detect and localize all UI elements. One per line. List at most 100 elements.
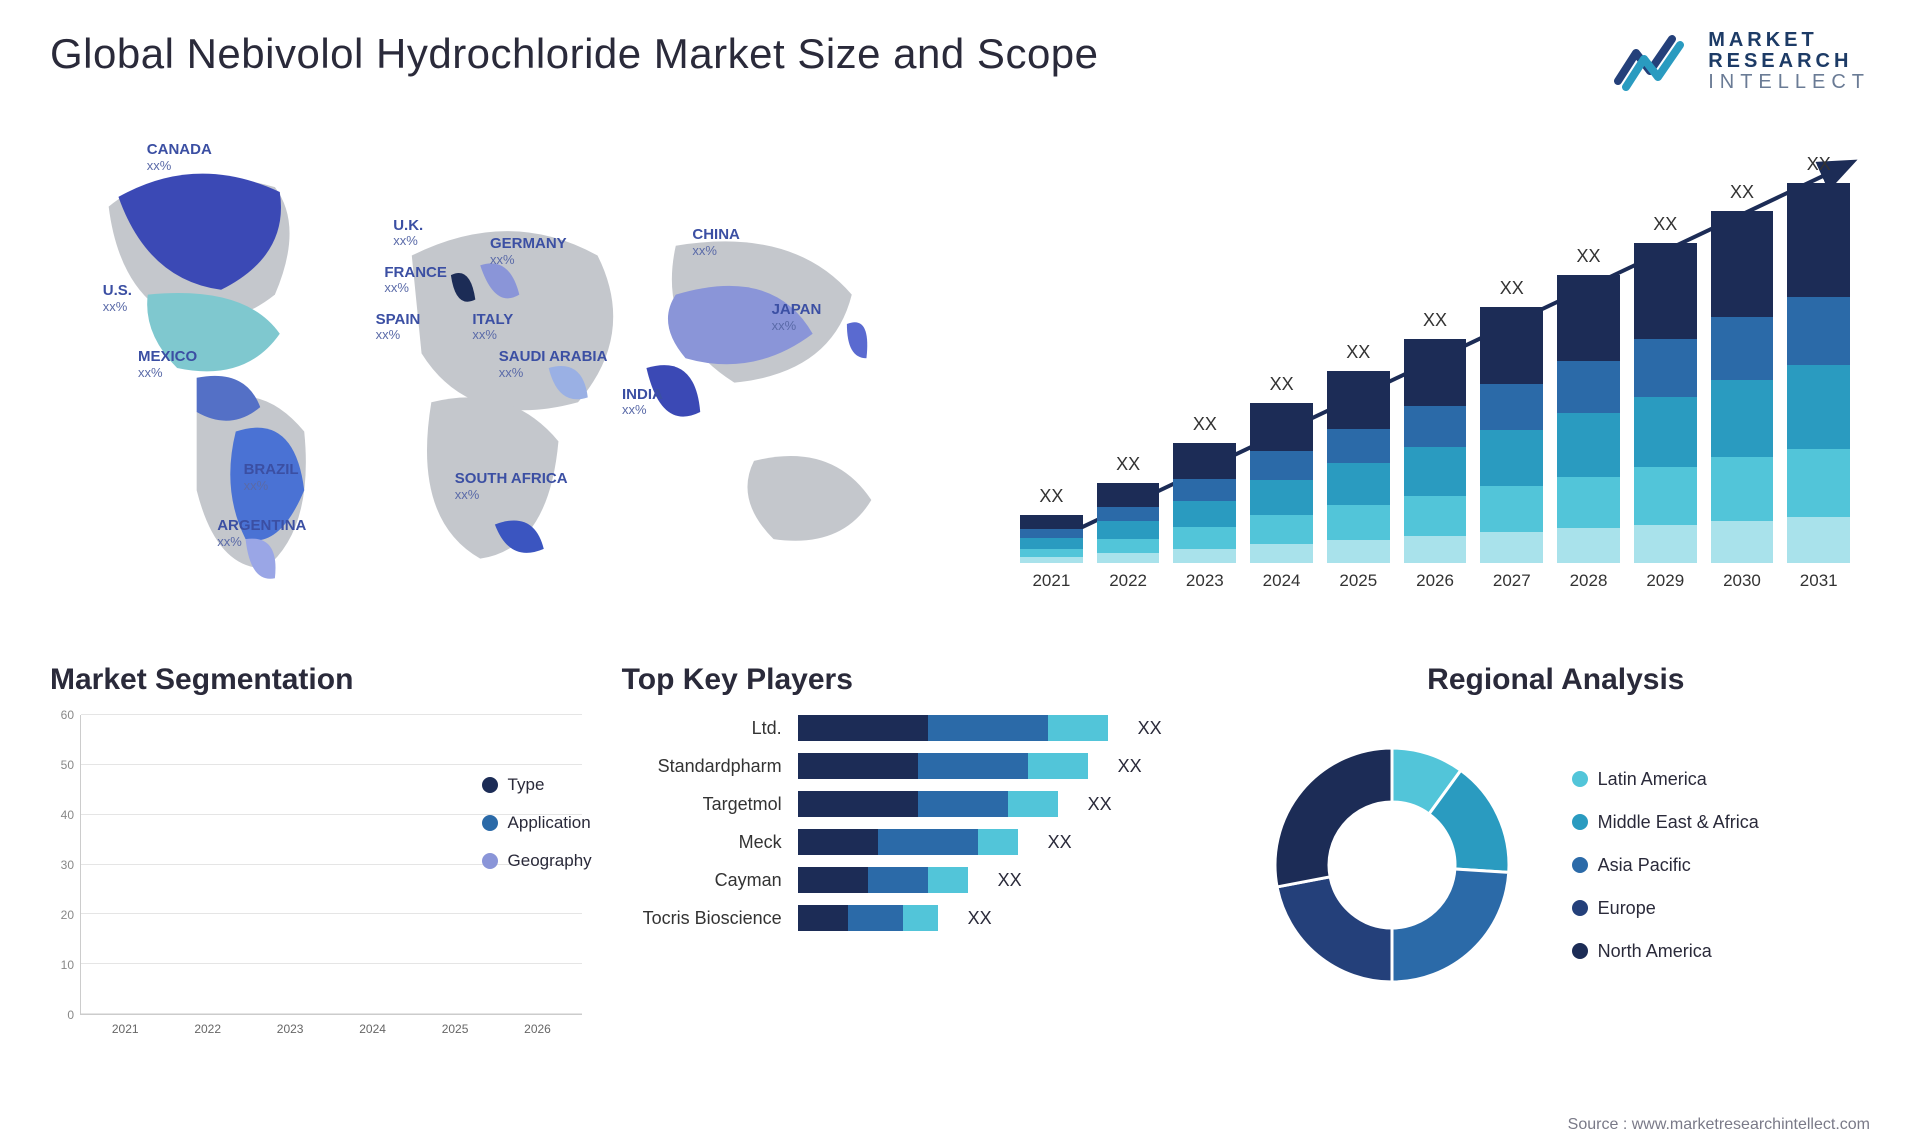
regional-heading: Regional Analysis bbox=[1242, 663, 1870, 697]
player-name: Cayman bbox=[622, 870, 782, 891]
source-line: Source : www.marketresearchintellect.com bbox=[1568, 1116, 1870, 1134]
growth-bar-value: XX bbox=[1173, 414, 1236, 435]
growth-bar-value: XX bbox=[1327, 342, 1390, 363]
player-value: XX bbox=[998, 870, 1022, 891]
segmentation-legend-item: Type bbox=[482, 775, 592, 795]
segmentation-bar-year: 2023 bbox=[254, 1022, 326, 1036]
region-legend-item: Europe bbox=[1572, 898, 1759, 919]
player-row: Targetmol XX bbox=[622, 791, 1202, 817]
region-legend-item: Latin America bbox=[1572, 769, 1759, 790]
region-legend-item: North America bbox=[1572, 941, 1759, 962]
page-title: Global Nebivolol Hydrochloride Market Si… bbox=[50, 30, 1099, 78]
map-label: BRAZILxx% bbox=[244, 462, 299, 493]
player-bar bbox=[798, 905, 938, 931]
map-label: INDIAxx% bbox=[622, 387, 663, 418]
player-bar bbox=[798, 715, 1108, 741]
growth-bar-value: XX bbox=[1711, 182, 1774, 203]
map-label: FRANCExx% bbox=[384, 265, 447, 296]
growth-bar-value: XX bbox=[1787, 154, 1850, 175]
growth-bar: 2023XX bbox=[1173, 163, 1236, 563]
segmentation-bar-year: 2022 bbox=[171, 1022, 243, 1036]
growth-bar-year: 2030 bbox=[1711, 571, 1774, 591]
logo-mark-icon bbox=[1614, 31, 1694, 93]
segmentation-bar-year: 2021 bbox=[89, 1022, 161, 1036]
player-value: XX bbox=[968, 908, 992, 929]
player-value: XX bbox=[1048, 832, 1072, 853]
growth-bar-value: XX bbox=[1480, 278, 1543, 299]
growth-bar-year: 2024 bbox=[1250, 571, 1313, 591]
player-name: Targetmol bbox=[622, 794, 782, 815]
growth-bar: 2028XX bbox=[1557, 163, 1620, 563]
player-row: Cayman XX bbox=[622, 867, 1202, 893]
growth-bar-year: 2021 bbox=[1020, 571, 1083, 591]
player-name: Standardpharm bbox=[622, 756, 782, 777]
growth-bar: 2025XX bbox=[1327, 163, 1390, 563]
growth-bar-year: 2025 bbox=[1327, 571, 1390, 591]
player-value: XX bbox=[1088, 794, 1112, 815]
logo-line-2: RESEARCH bbox=[1708, 51, 1870, 72]
regional-panel: Regional Analysis Latin America Middle Ea… bbox=[1242, 663, 1870, 1033]
growth-bar-value: XX bbox=[1557, 246, 1620, 267]
growth-bar-year: 2026 bbox=[1404, 571, 1467, 591]
players-heading: Top Key Players bbox=[622, 663, 1202, 697]
growth-bar: 2027XX bbox=[1480, 163, 1543, 563]
segmentation-heading: Market Segmentation bbox=[50, 663, 582, 697]
growth-bar: 2030XX bbox=[1711, 163, 1774, 563]
segmentation-legend-item: Application bbox=[482, 813, 592, 833]
growth-bar-year: 2027 bbox=[1480, 571, 1543, 591]
growth-bar-value: XX bbox=[1250, 374, 1313, 395]
growth-bar-value: XX bbox=[1097, 454, 1160, 475]
segmentation-panel: Market Segmentation 0102030405060 202120… bbox=[50, 663, 582, 1033]
player-row: Standardpharm XX bbox=[622, 753, 1202, 779]
map-label: GERMANYxx% bbox=[490, 236, 567, 267]
player-name: Ltd. bbox=[622, 718, 782, 739]
map-label: SPAINxx% bbox=[376, 312, 421, 343]
player-bar bbox=[798, 867, 968, 893]
segmentation-legend-item: Geography bbox=[482, 851, 592, 871]
growth-bar: 2021XX bbox=[1020, 163, 1083, 563]
map-label: JAPANxx% bbox=[772, 302, 822, 333]
player-name: Meck bbox=[622, 832, 782, 853]
growth-bar-year: 2023 bbox=[1173, 571, 1236, 591]
growth-bar-year: 2022 bbox=[1097, 571, 1160, 591]
region-legend-item: Middle East & Africa bbox=[1572, 812, 1759, 833]
player-row: Tocris Bioscience XX bbox=[622, 905, 1202, 931]
player-value: XX bbox=[1118, 756, 1142, 777]
player-row: Ltd. XX bbox=[622, 715, 1202, 741]
growth-bar: 2022XX bbox=[1097, 163, 1160, 563]
map-label: SOUTH AFRICAxx% bbox=[455, 471, 568, 502]
growth-bar-year: 2031 bbox=[1787, 571, 1850, 591]
growth-bar-value: XX bbox=[1634, 214, 1697, 235]
logo-line-3: INTELLECT bbox=[1708, 72, 1870, 93]
players-panel: Top Key Players Ltd.XXStandardpharmXXTar… bbox=[622, 663, 1202, 1033]
player-bar bbox=[798, 829, 1018, 855]
growth-bar-chart: 2021XX2022XX2023XX2024XX2025XX2026XX2027… bbox=[990, 133, 1870, 603]
growth-bar: 2026XX bbox=[1404, 163, 1467, 563]
regional-donut-chart bbox=[1242, 715, 1542, 1015]
segmentation-bar-year: 2026 bbox=[501, 1022, 573, 1036]
logo-line-1: MARKET bbox=[1708, 30, 1870, 51]
growth-bar: 2029XX bbox=[1634, 163, 1697, 563]
player-bar bbox=[798, 791, 1058, 817]
map-label: U.K.xx% bbox=[393, 218, 423, 249]
brand-logo: MARKET RESEARCH INTELLECT bbox=[1614, 30, 1870, 93]
map-label: U.S.xx% bbox=[103, 283, 132, 314]
player-value: XX bbox=[1138, 718, 1162, 739]
segmentation-bar-year: 2025 bbox=[419, 1022, 491, 1036]
map-label: MEXICOxx% bbox=[138, 349, 197, 380]
region-legend-item: Asia Pacific bbox=[1572, 855, 1759, 876]
map-label: SAUDI ARABIAxx% bbox=[499, 349, 608, 380]
player-bar bbox=[798, 753, 1088, 779]
growth-bar: 2024XX bbox=[1250, 163, 1313, 563]
map-label: CANADAxx% bbox=[147, 142, 212, 173]
map-label: ARGENTINAxx% bbox=[217, 518, 306, 549]
growth-bar: 2031XX bbox=[1787, 163, 1850, 563]
map-label: ITALYxx% bbox=[472, 312, 513, 343]
map-label: CHINAxx% bbox=[692, 227, 740, 258]
world-map-panel: CANADAxx% U.S.xx% MEXICOxx% U.K.xx% FRANCExx… bbox=[50, 133, 930, 603]
player-row: Meck XX bbox=[622, 829, 1202, 855]
growth-bar-year: 2028 bbox=[1557, 571, 1620, 591]
player-name: Tocris Bioscience bbox=[622, 908, 782, 929]
segmentation-bar-year: 2024 bbox=[336, 1022, 408, 1036]
growth-bar-value: XX bbox=[1020, 486, 1083, 507]
